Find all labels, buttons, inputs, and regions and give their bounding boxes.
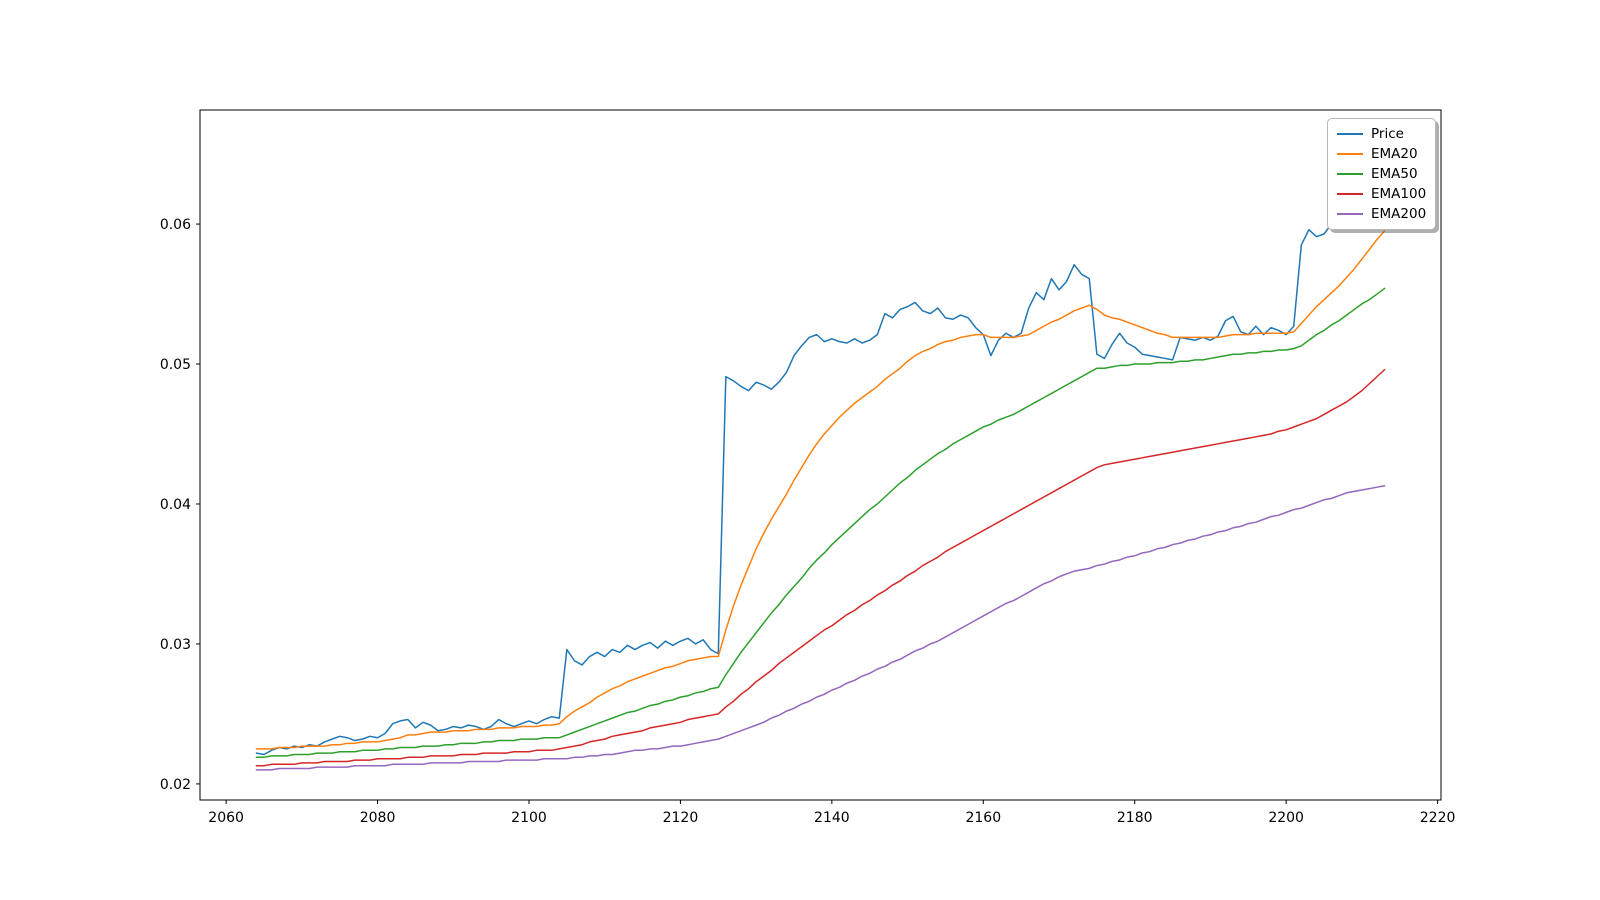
series-line-ema100: [255, 368, 1386, 767]
legend-line-swatch-icon: [1337, 132, 1363, 136]
x-tick-label: 2080: [360, 810, 396, 826]
legend-item-ema200: EMA200: [1337, 204, 1426, 224]
legend-item-ema100: EMA100: [1337, 184, 1426, 204]
y-tick-label: 0.04: [160, 497, 191, 513]
legend-label: EMA50: [1371, 166, 1418, 182]
legend-label: Price: [1371, 126, 1404, 142]
legend-line-swatch-icon: [1337, 212, 1363, 216]
y-tick-label: 0.05: [160, 357, 191, 373]
legend-line-swatch-icon: [1337, 152, 1363, 156]
x-tick-label: 2120: [663, 810, 699, 826]
legend-item-ema20: EMA20: [1337, 144, 1426, 164]
legend-label: EMA200: [1371, 206, 1427, 222]
series-line-ema50: [255, 287, 1386, 759]
x-tick-label: 2100: [511, 810, 547, 826]
legend-item-price: Price: [1337, 124, 1426, 144]
legend-label: EMA100: [1371, 186, 1427, 202]
y-tick-label: 0.02: [160, 777, 191, 793]
legend-label: EMA20: [1371, 146, 1418, 162]
series-line-ema200: [255, 485, 1386, 771]
x-tick-label: 2160: [965, 810, 1001, 826]
x-tick-label: 2060: [208, 810, 244, 826]
legend-item-ema50: EMA50: [1337, 164, 1426, 184]
legend-line-swatch-icon: [1337, 192, 1363, 196]
x-tick-label: 2200: [1268, 810, 1304, 826]
y-tick-label: 0.03: [160, 637, 191, 653]
plot-border: [199, 109, 1442, 801]
y-tick-label: 0.06: [160, 217, 191, 233]
x-tick-label: 2140: [814, 810, 850, 826]
legend-line-swatch-icon: [1337, 172, 1363, 176]
x-tick-label: 2180: [1117, 810, 1153, 826]
series-line-price: [255, 140, 1386, 756]
legend: Price EMA20 EMA50 EMA100 EMA200: [1327, 118, 1436, 230]
series-line-ema20: [255, 230, 1386, 750]
x-tick-label: 2220: [1420, 810, 1456, 826]
